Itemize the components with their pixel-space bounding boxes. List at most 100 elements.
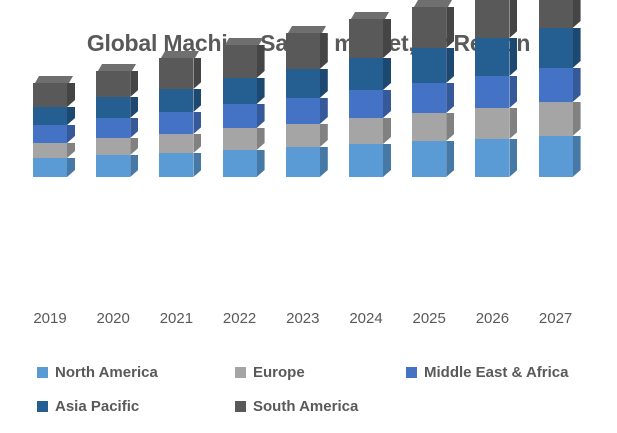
segment-front-face (349, 118, 383, 144)
bar-segment-2024-europe[interactable] (349, 118, 391, 144)
bar-segment-2025-asia-pacific[interactable] (412, 48, 455, 83)
x-axis-label-2025: 2025 (412, 310, 446, 327)
legend-item-asia-pacific[interactable]: Asia Pacific (37, 398, 139, 415)
legend-item-north-america[interactable]: North America (37, 364, 158, 381)
bar-2022[interactable] (222, 38, 265, 177)
segment-side-face (446, 141, 455, 177)
bar-2019[interactable] (33, 76, 75, 177)
bar-2025[interactable] (412, 0, 455, 177)
bar-segment-2025-south-america[interactable] (412, 7, 455, 48)
segment-side-face (572, 28, 581, 68)
bar-segment-2019-asia-pacific[interactable] (33, 107, 75, 125)
legend-swatch-icon (235, 401, 246, 412)
bar-top-cap-face (98, 64, 137, 71)
segment-front-face (475, 108, 510, 139)
bar-top-cap (223, 38, 263, 45)
bar-segment-2022-europe[interactable] (222, 128, 265, 150)
bar-segment-2023-europe[interactable] (285, 124, 328, 147)
bar-segment-2021-asia-pacific[interactable] (159, 89, 202, 112)
segment-front-face (285, 98, 320, 124)
bar-segment-2026-south-america[interactable] (475, 0, 518, 38)
segment-side-face (383, 144, 391, 177)
segment-front-face (285, 69, 320, 98)
segment-front-face (96, 97, 131, 118)
bar-segment-2021-middle-east-africa[interactable] (159, 112, 202, 134)
bar-segment-2019-south-america[interactable] (33, 83, 75, 107)
bar-segment-2024-north-america[interactable] (349, 144, 391, 177)
bar-segment-2021-europe[interactable] (159, 134, 202, 153)
bar-segment-2026-north-america[interactable] (475, 139, 518, 177)
bar-segment-2023-middle-east-africa[interactable] (285, 98, 328, 124)
bar-segment-2026-asia-pacific[interactable] (475, 38, 518, 76)
segment-front-face (222, 78, 257, 104)
legend-item-south-america[interactable]: South America (235, 398, 358, 415)
plot-area: 2019 2020 2021 2022 2023 2024 2025 2026 2027 (33, 0, 581, 327)
bar-segment-2019-middle-east-africa[interactable] (33, 125, 75, 143)
bar-segment-2020-middle-east-africa[interactable] (96, 118, 139, 138)
bar-top-cap (159, 51, 200, 58)
bar-segment-2022-asia-pacific[interactable] (222, 78, 265, 104)
segment-front-face (33, 83, 67, 107)
x-axis-label-2023: 2023 (286, 310, 320, 327)
x-axis-label-2024: 2024 (349, 310, 383, 327)
chart-legend: North America Europe Middle East & Africa A… (0, 364, 617, 430)
segment-side-face (319, 69, 328, 98)
bar-segment-2020-north-america[interactable] (96, 155, 139, 177)
bar-segment-2020-south-america[interactable] (96, 71, 139, 97)
bar-2021[interactable] (159, 51, 202, 177)
bar-segment-2022-middle-east-africa[interactable] (222, 104, 265, 128)
bar-segment-2020-europe[interactable] (96, 138, 139, 155)
segment-front-face (349, 90, 383, 118)
bar-segment-2026-middle-east-africa[interactable] (475, 76, 518, 108)
bar-segment-2024-asia-pacific[interactable] (349, 58, 391, 90)
bar-2027[interactable] (538, 0, 581, 177)
legend-swatch-icon (37, 401, 48, 412)
bar-2024[interactable] (349, 12, 391, 177)
legend-item-label: Asia Pacific (55, 398, 140, 415)
bar-segment-2025-north-america[interactable] (412, 141, 455, 177)
bar-segment-2024-middle-east-africa[interactable] (349, 90, 391, 118)
bar-2026[interactable] (475, 0, 518, 177)
bar-top-cap (412, 0, 453, 7)
bar-segment-2023-north-america[interactable] (285, 147, 328, 177)
bar-segment-2021-south-america[interactable] (159, 58, 202, 89)
bar-segment-2027-europe[interactable] (538, 102, 581, 136)
bar-segment-2022-north-america[interactable] (222, 150, 265, 177)
segment-front-face (96, 155, 131, 177)
x-axis-label-2026: 2026 (475, 310, 510, 327)
bar-segment-2025-europe[interactable] (412, 113, 455, 141)
bar-segment-2024-south-america[interactable] (349, 19, 391, 58)
bar-segment-2023-asia-pacific[interactable] (285, 69, 328, 98)
segment-side-face (193, 89, 202, 112)
bar-top-cap-face (350, 12, 390, 19)
bar-2023[interactable] (285, 26, 328, 177)
segment-front-face (538, 28, 573, 68)
bar-segment-2020-asia-pacific[interactable] (96, 97, 139, 118)
legend-item-europe[interactable]: Europe (235, 364, 305, 381)
bar-top-cap-face (287, 26, 326, 33)
bar-segment-2027-north-america[interactable] (538, 136, 581, 177)
bar-top-cap-face (161, 51, 200, 58)
bar-segment-2026-europe[interactable] (475, 108, 518, 139)
segment-side-face (67, 125, 75, 143)
segment-side-face (572, 136, 581, 177)
bar-segment-2027-middle-east-africa[interactable] (538, 68, 581, 102)
x-axis-label-2022: 2022 (222, 310, 257, 327)
bar-segment-2019-europe[interactable] (33, 143, 75, 158)
bar-segment-2021-north-america[interactable] (159, 153, 202, 177)
segment-front-face (412, 141, 447, 177)
bar-segment-2025-middle-east-africa[interactable] (412, 83, 455, 113)
bar-segment-2019-north-america[interactable] (33, 158, 75, 177)
segment-front-face (159, 112, 194, 134)
segment-side-face (256, 45, 265, 78)
x-axis-label-2021: 2021 (159, 310, 194, 327)
legend-item-middle-east-africa[interactable]: Middle East & Africa (406, 364, 568, 381)
bar-segment-2023-south-america[interactable] (285, 33, 328, 69)
bar-2020[interactable] (96, 64, 139, 177)
segment-side-face (193, 58, 202, 89)
segment-side-face (256, 128, 265, 150)
bar-segment-2022-south-america[interactable] (222, 45, 265, 78)
x-axis-label-2027: 2027 (538, 310, 573, 327)
bar-segment-2027-south-america[interactable] (538, 0, 581, 28)
bar-segment-2027-asia-pacific[interactable] (538, 28, 581, 68)
